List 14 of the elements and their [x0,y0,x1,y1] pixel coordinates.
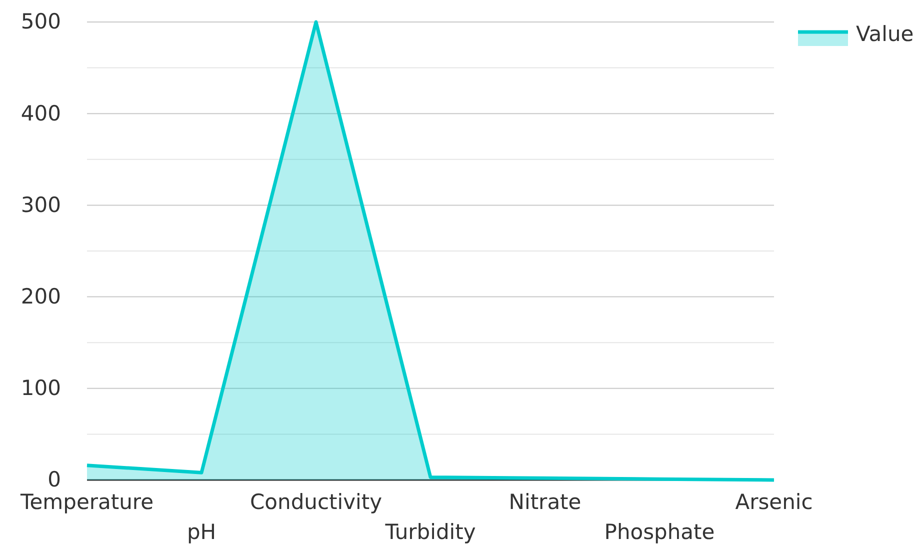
x-tick-label: pH [186,520,216,544]
y-tick-label: 400 [20,101,61,126]
y-tick-label: 500 [20,10,61,34]
x-tick-label: Turbidity [384,520,476,544]
x-tick-label: Phosphate [604,520,715,544]
legend-label: Value [856,22,914,46]
x-tick-label: Nitrate [508,490,582,514]
y-tick-label: 300 [20,192,61,217]
x-tick-label: Arsenic [735,490,813,514]
y-tick-label: 200 [20,284,61,309]
y-tick-label: 100 [20,376,61,400]
x-tick-label: Conductivity [250,490,382,514]
x-tick-label: Temperature [19,490,154,514]
y-tick-label: 0 [48,468,61,492]
